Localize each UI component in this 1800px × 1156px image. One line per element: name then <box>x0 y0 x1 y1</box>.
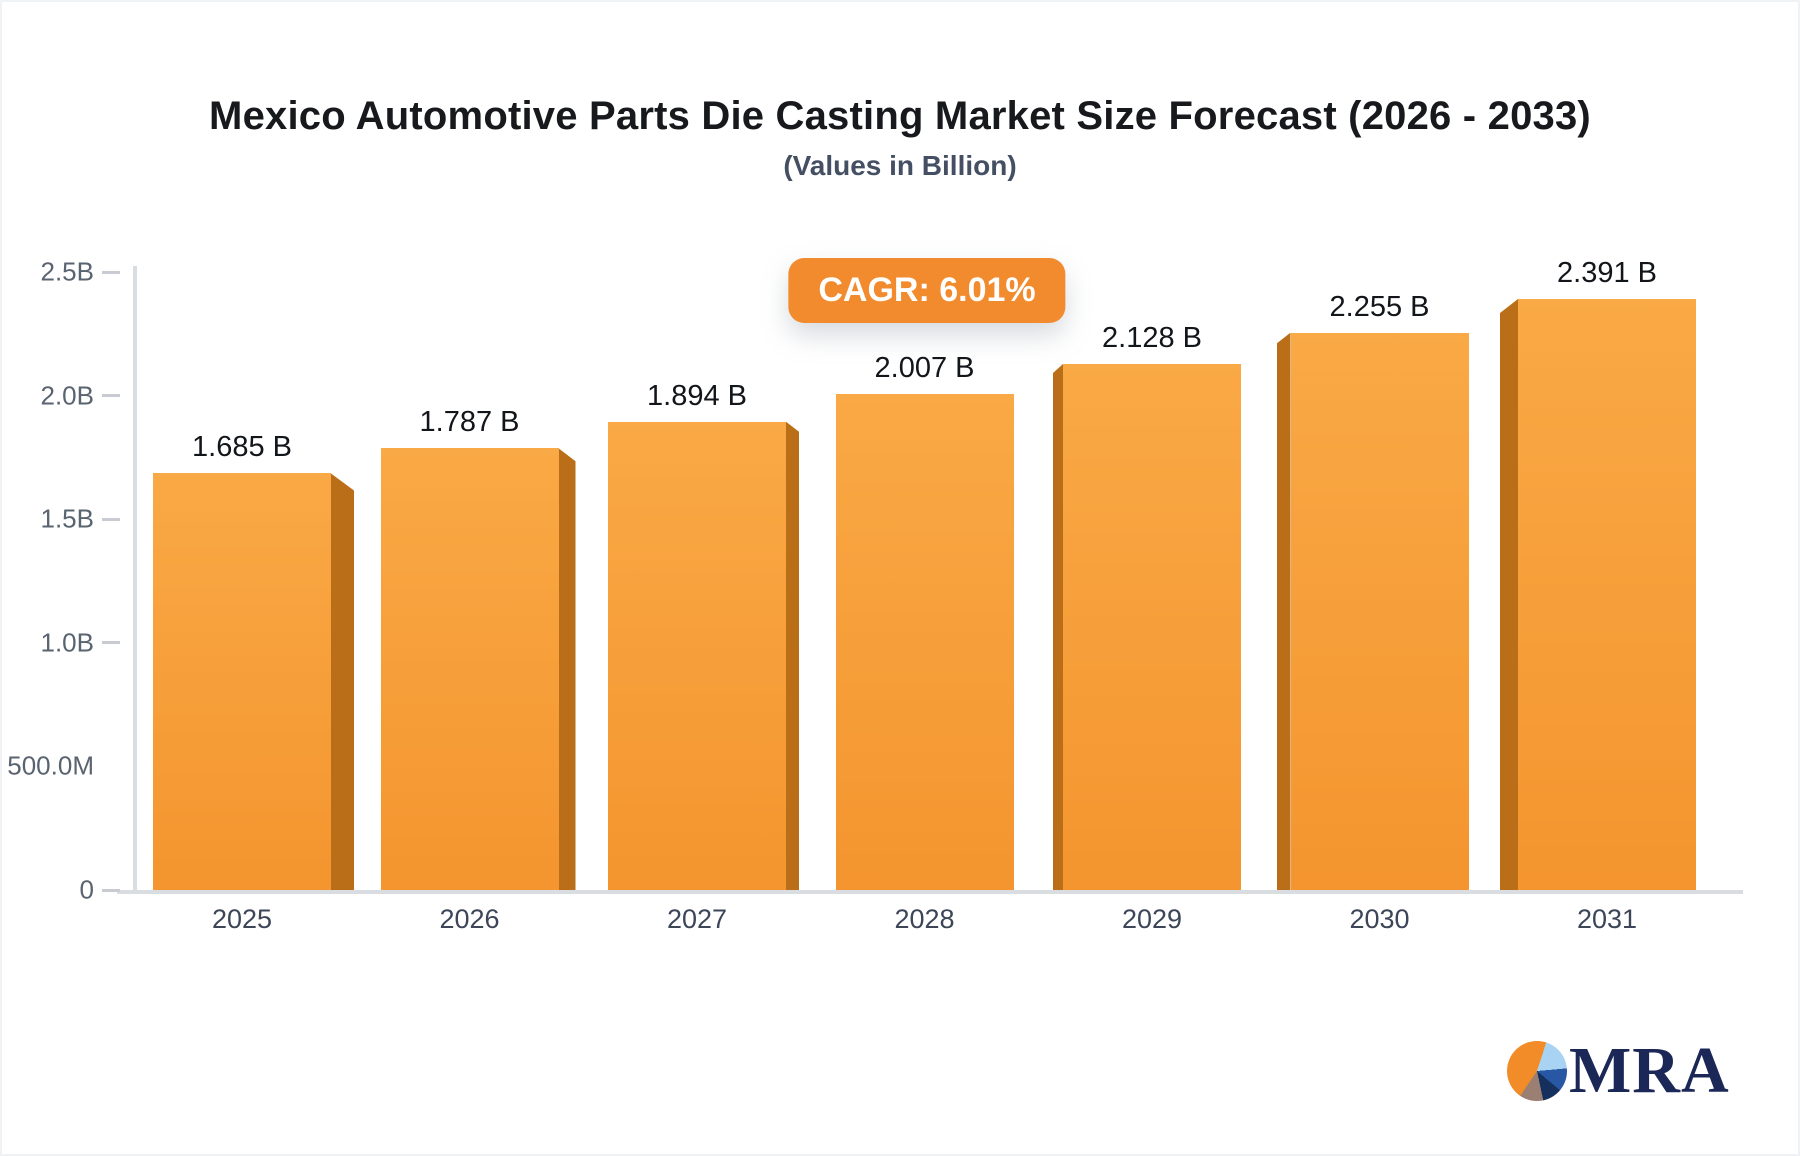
x-axis-label: 2030 <box>1349 904 1410 934</box>
x-axis-label: 2028 <box>894 904 955 934</box>
x-axis-label: 2025 <box>211 904 273 934</box>
bar-value-label: 1.685 B <box>192 431 292 464</box>
x-axis-label: 2026 <box>439 904 500 934</box>
bar-face <box>1518 298 1696 890</box>
bar-face <box>380 448 559 890</box>
bar-value-label: 2.255 B <box>1329 290 1430 323</box>
mra-logo-text: MRA <box>1569 1034 1730 1107</box>
mra-pie-chart-icon <box>1507 1041 1567 1101</box>
bar-value-label: 1.894 B <box>647 379 747 412</box>
chart-title: Mexico Automotive Parts Die Casting Mark… <box>209 94 1591 138</box>
bar-face <box>835 393 1014 890</box>
y-axis-tick <box>102 641 120 645</box>
bar-value-label: 1.787 B <box>419 406 520 439</box>
y-axis-label: 2.0B <box>40 380 95 411</box>
x-axis-baseline <box>117 890 1743 894</box>
y-axis-label: 2.5B <box>40 256 95 287</box>
y-axis-label: 0 <box>79 874 94 905</box>
bar-face <box>608 421 786 890</box>
bar-side-3d <box>786 421 799 890</box>
y-axis-label: 1.0B <box>40 627 95 658</box>
bar-value-label: 2.007 B <box>874 351 975 384</box>
x-axis-label: 2029 <box>1121 904 1183 934</box>
bar-value-label: 2.128 B <box>1102 321 1202 354</box>
y-axis-label: 1.5B <box>40 503 95 534</box>
y-axis-tick <box>102 888 120 892</box>
bar-value-label: 2.391 B <box>1557 256 1657 289</box>
bar-side-3d <box>558 448 576 890</box>
y-axis-line <box>133 266 137 892</box>
bar-side-3d <box>1053 363 1063 890</box>
y-axis-tick <box>102 270 120 274</box>
y-axis-label: 500.0M <box>7 750 94 781</box>
cagr-badge: CAGR: 6.01% <box>788 258 1066 323</box>
y-axis-tick <box>102 517 120 521</box>
mra-logo: MRA <box>1507 1038 1730 1104</box>
bar-side-3d <box>1500 298 1518 890</box>
y-axis-tick <box>102 394 120 398</box>
bar-face <box>1063 363 1241 890</box>
x-axis-label: 2027 <box>666 904 728 934</box>
bar-side-3d <box>331 473 354 890</box>
bar-face <box>1290 332 1469 890</box>
bar-face <box>153 473 331 890</box>
x-axis-label: 2031 <box>1576 904 1638 934</box>
bar-side-3d <box>1276 332 1291 890</box>
chart-subtitle: (Values in Billion) <box>783 150 1017 181</box>
